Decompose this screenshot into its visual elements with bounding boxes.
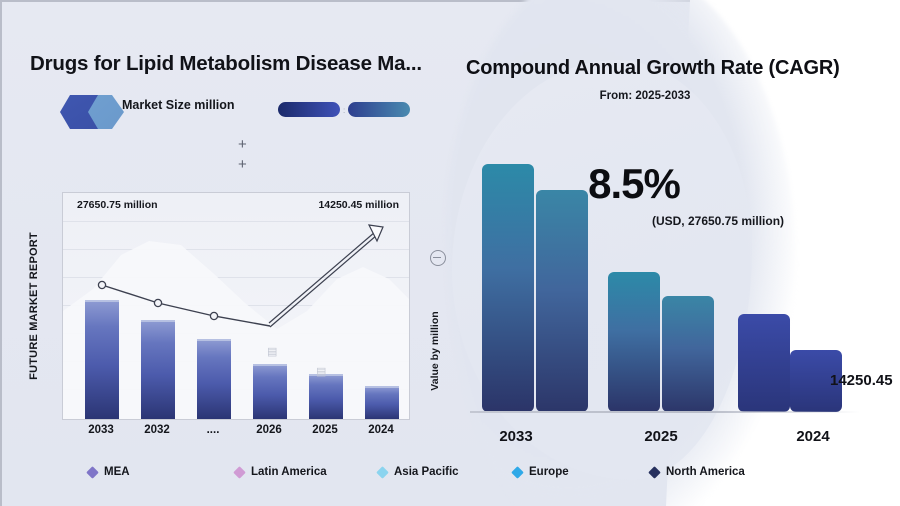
x-label-2032: 2032: [144, 424, 170, 436]
legend-item-europe[interactable]: Europe: [511, 465, 569, 479]
legend-diamond-icon-mea: [86, 465, 99, 479]
legend-label-mea: MEA: [104, 466, 130, 478]
plus-marker-icon-2: +: [238, 156, 247, 173]
legend-pill-primary: [278, 102, 340, 117]
legend-diamond-icon-latin-america: [233, 465, 246, 479]
cagr-note: (USD, 27650.75 million): [651, 214, 785, 228]
legend-label-europe: Europe: [529, 466, 569, 478]
left-bar-chart-plot: 27650.75 million 14250.45 million ▤: [62, 192, 410, 420]
market-size-legend-label: Market Size million: [122, 98, 235, 112]
legend-label-north-america: North America: [666, 466, 745, 478]
cagr-subtitle: From: 2025-2033: [599, 90, 691, 102]
legend-item-latin-america[interactable]: Latin America: [233, 465, 327, 479]
legend-diamond-icon-asia-pacific: [376, 465, 389, 479]
right-y-axis-label: Value by million: [429, 311, 441, 391]
legend-item-mea[interactable]: MEA: [86, 465, 130, 479]
x-label-2025: 2025: [312, 424, 338, 436]
right-value-annotation: 14250.45 million: [318, 199, 399, 211]
cagr-baseline: [470, 411, 860, 413]
x-label-2026: 2026: [256, 424, 282, 436]
hexagon-overlap-icon: [60, 95, 124, 129]
legend-label-latin-america: Latin America: [251, 466, 327, 478]
bar-2024-a: [738, 314, 790, 412]
bar-2025-b: [662, 296, 714, 412]
x-label-ellipsis: ....: [206, 424, 220, 436]
ghost-card-icon-1: ▤: [267, 346, 278, 358]
legend-diamond-icon-europe: [511, 465, 524, 479]
legend-pill-secondary: [348, 102, 410, 117]
bar-ellipsis: [197, 340, 231, 419]
legend-item-asia-pacific[interactable]: Asia Pacific: [376, 465, 459, 479]
cagr-title: Compound Annual Growth Rate (CAGR): [466, 57, 840, 79]
cagr-x-label-2033: 2033: [499, 428, 533, 445]
legend-label-asia-pacific: Asia Pacific: [394, 466, 459, 478]
ghost-card-icon-2: ▤: [316, 366, 327, 378]
cagr-bar-group: [470, 150, 870, 412]
bar-2024: [365, 387, 399, 419]
bar-2025: [309, 375, 343, 419]
x-label-2024: 2024: [368, 424, 394, 436]
bar-2024-b: [790, 350, 842, 412]
cagr-x-label-2025: 2025: [644, 428, 678, 445]
growth-arrow-icon: [268, 224, 384, 328]
cagr-data-label: 14250.45: [830, 372, 893, 389]
legend-diamond-icon-north-america: [648, 465, 661, 479]
cagr-x-label-2024: 2024: [796, 428, 830, 445]
bar-2026: [253, 365, 287, 419]
cagr-bars-svg: [482, 164, 842, 412]
legend-pill-separator: :: [343, 106, 346, 115]
x-label-2033: 2033: [88, 424, 114, 436]
plus-marker-icon-1: +: [238, 136, 247, 153]
cagr-value: 8.5%: [588, 160, 681, 207]
bar-2033: [85, 301, 119, 419]
minus-circle-icon: [430, 250, 446, 266]
trend-line-overlay: [97, 224, 384, 328]
left-y-axis-label: FUTURE MARKET REPORT: [28, 232, 40, 380]
bar-2032: [141, 321, 175, 419]
bar-2033-b: [536, 190, 588, 412]
bar-2033-a: [482, 164, 534, 412]
left-chart-title: Drugs for Lipid Metabolism Disease Ma...: [30, 52, 422, 75]
bar-2025-a: [608, 272, 660, 412]
left-value-annotation: 27650.75 million: [77, 199, 158, 211]
legend-item-north-america[interactable]: North America: [648, 465, 745, 479]
region-legend: MEA Latin America Asia Pacific Europe No…: [0, 462, 866, 490]
left-chart-x-axis: 2033 2032 .... 2026 2025 2024: [62, 424, 410, 444]
